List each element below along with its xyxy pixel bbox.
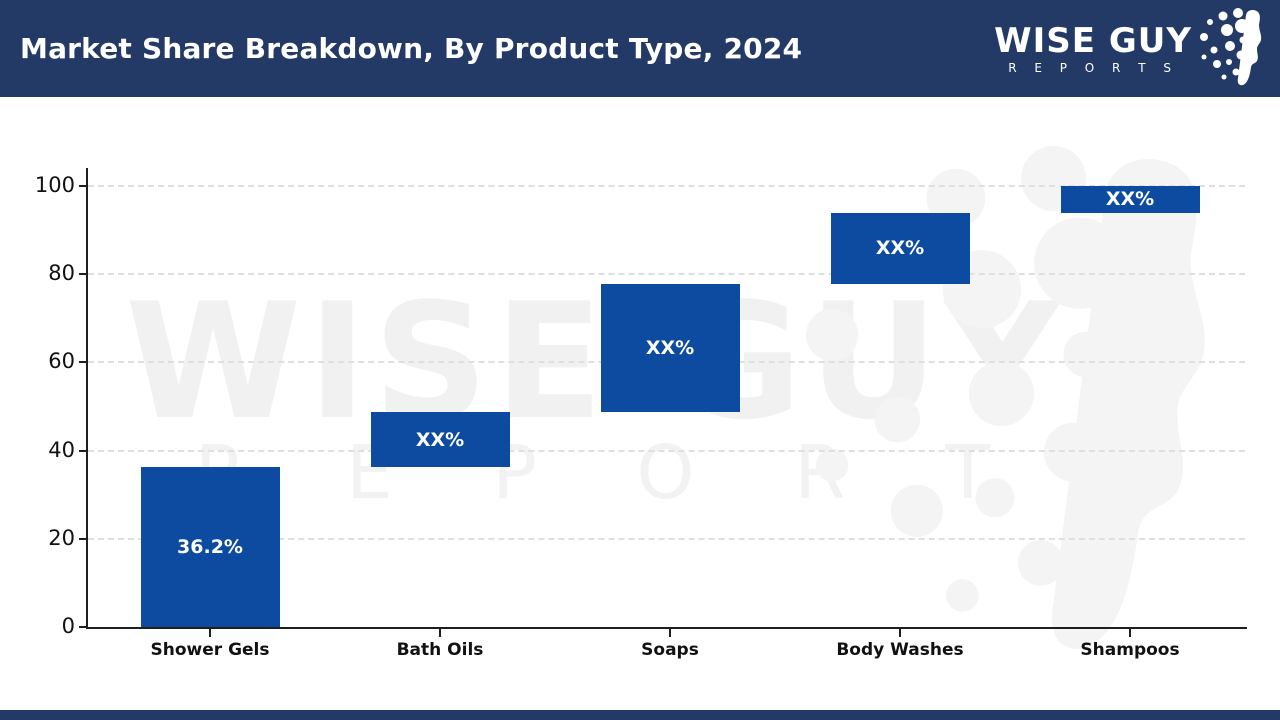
y-tick-100 (79, 185, 87, 187)
gridline-100 (88, 185, 1245, 187)
gridline-80 (88, 273, 1245, 276)
page-title: Market Share Breakdown, By Product Type,… (20, 32, 803, 65)
bar-value-label: XX% (1105, 188, 1155, 211)
x-tick-2 (669, 629, 671, 637)
x-tick-label: Shower Gels (150, 640, 270, 660)
y-tick-label: 80 (48, 261, 75, 286)
x-tick-label: Shampoos (1080, 640, 1180, 660)
x-tick-label: Body Washes (836, 640, 964, 660)
logo-head-icon (1196, 7, 1262, 91)
y-tick-label: 20 (48, 525, 75, 550)
brand-logo: WISE GUY R E P O R T S (994, 7, 1262, 91)
bar-value-label: XX% (875, 237, 925, 260)
gridline-20 (88, 537, 1245, 540)
header-bar: Market Share Breakdown, By Product Type,… (0, 0, 1280, 97)
x-tick-4 (1129, 629, 1131, 637)
y-tick-80 (79, 273, 87, 276)
bar-value-label: XX% (645, 336, 695, 359)
gridline-40 (88, 449, 1245, 452)
y-tick-label: 60 (48, 349, 75, 374)
bar-soaps: XX% (600, 283, 740, 412)
y-tick-label: 100 (34, 173, 75, 197)
bar-bath-oils: XX% (370, 411, 510, 468)
y-tick-60 (79, 361, 87, 364)
x-tick-1 (439, 629, 441, 637)
x-axis-line (86, 627, 1247, 629)
y-tick-0 (79, 626, 87, 628)
bar-body-washes: XX% (830, 212, 970, 284)
y-tick-20 (79, 537, 87, 540)
bar-shower-gels: 36.2% (140, 467, 280, 627)
brand-subtitle: R E P O R T S (1008, 60, 1178, 75)
bar-value-label: XX% (415, 428, 465, 451)
footer-bar (0, 710, 1280, 720)
brand-name: WISE GUY (994, 20, 1192, 61)
x-tick-label: Bath Oils (396, 640, 484, 660)
y-tick-label: 40 (48, 437, 75, 462)
x-tick-3 (899, 629, 901, 637)
bar-shampoos: XX% (1060, 186, 1200, 213)
y-axis-line (86, 168, 88, 629)
y-tick-40 (79, 449, 87, 452)
y-tick-label: 0 (61, 614, 75, 638)
x-tick-0 (209, 629, 211, 637)
brand-logo-text: WISE GUY R E P O R T S (994, 23, 1192, 75)
bar-value-label: 36.2% (177, 536, 243, 559)
x-tick-label: Soaps (641, 640, 699, 660)
